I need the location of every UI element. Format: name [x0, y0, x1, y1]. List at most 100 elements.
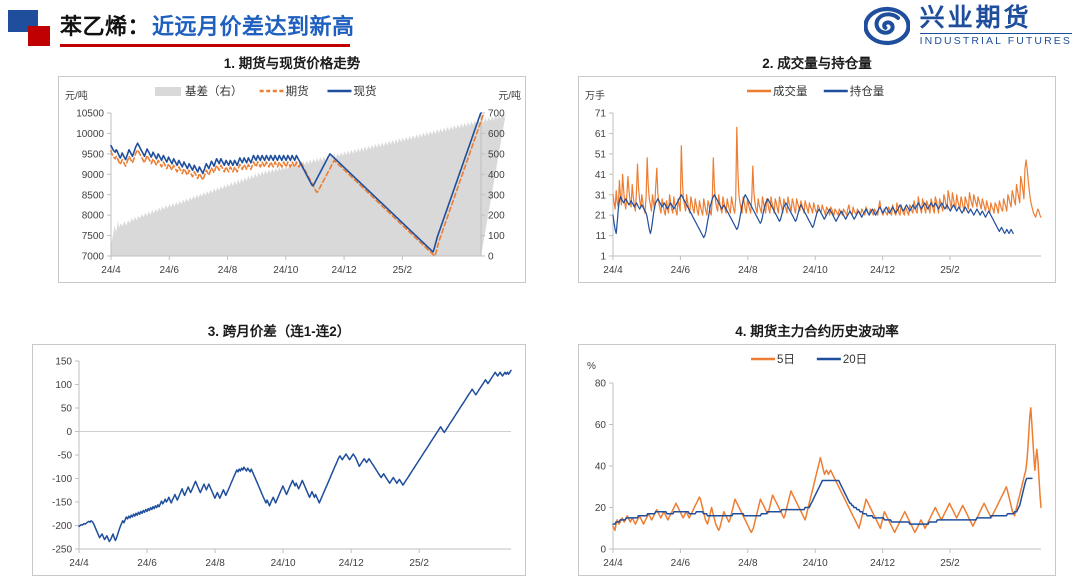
page-title-highlight: 近远月价差达到新高: [152, 14, 355, 39]
svg-text:10500: 10500: [76, 109, 104, 120]
chart-4-plot: 0 20 40 60 80 24/4 24/6 24/8 24/10 24/12 25/2% 5日 20…: [578, 344, 1056, 576]
svg-text:100: 100: [488, 231, 505, 242]
svg-text:600: 600: [488, 129, 505, 140]
svg-text:31: 31: [595, 190, 607, 201]
svg-text:24/8: 24/8: [738, 265, 758, 276]
svg-text:60: 60: [595, 420, 607, 431]
chart-1-title: 1. 期货与现货价格走势: [223, 56, 361, 71]
svg-text:24/4: 24/4: [101, 265, 121, 276]
svg-text:24/8: 24/8: [205, 558, 225, 569]
svg-text:24/10: 24/10: [803, 558, 828, 569]
svg-text:7000: 7000: [82, 252, 105, 263]
svg-text:400: 400: [488, 170, 505, 181]
svg-text:200: 200: [488, 211, 505, 222]
svg-text:-50: -50: [58, 451, 73, 462]
svg-text:25/2: 25/2: [409, 558, 429, 569]
svg-text:51: 51: [595, 149, 607, 160]
svg-text:500: 500: [488, 149, 505, 160]
chart-4-title: 4. 期货主力合约历史波动率: [735, 324, 899, 339]
svg-text:24/8: 24/8: [738, 558, 758, 569]
swirl-logo-icon: [863, 6, 910, 46]
svg-text:150: 150: [55, 357, 72, 368]
svg-text:%: %: [587, 361, 596, 372]
chart-panel-1: 1. 期货与现货价格走势 7000 7500 8000 8500 9000 9500 100…: [58, 52, 526, 283]
svg-text:5日: 5日: [777, 354, 795, 366]
svg-text:24/10: 24/10: [803, 265, 828, 276]
svg-text:700: 700: [488, 109, 505, 120]
svg-text:24/4: 24/4: [69, 558, 89, 569]
chart-panel-4: 4. 期货主力合约历史波动率 0 20 40 60 80 24/4 24/6 24/8 24/1…: [578, 320, 1056, 576]
svg-text:24/12: 24/12: [332, 265, 357, 276]
svg-text:0: 0: [600, 545, 606, 556]
svg-text:-200: -200: [52, 521, 72, 532]
svg-text:300: 300: [488, 190, 505, 201]
svg-text:24/4: 24/4: [603, 265, 623, 276]
svg-text:24/6: 24/6: [671, 265, 691, 276]
svg-text:-250: -250: [52, 545, 72, 556]
svg-text:9500: 9500: [82, 149, 105, 160]
svg-text:8500: 8500: [82, 190, 105, 201]
svg-text:50: 50: [61, 404, 73, 415]
svg-text:10000: 10000: [76, 129, 104, 140]
chart-panel-3: 3. 跨月价差（连1-连2） -250 -200 -150 -100 -50 0 50 100…: [32, 320, 526, 576]
brand-name-cn: 兴业期货: [919, 4, 1032, 33]
svg-text:100: 100: [55, 380, 72, 391]
chart-3-svg: -250 -200 -150 -100 -50 0 50 100 150 24/4 24/6 24/8…: [52, 357, 512, 569]
page-title: 苯乙烯： 近远月价差达到新高: [60, 9, 355, 41]
svg-text:25/2: 25/2: [940, 558, 960, 569]
svg-text:20日: 20日: [843, 354, 867, 366]
svg-text:24/4: 24/4: [603, 558, 623, 569]
brand-block: 兴业期货 INDUSTRIAL FUTURES: [863, 4, 1072, 48]
svg-text:持仓量: 持仓量: [850, 84, 885, 98]
svg-text:24/12: 24/12: [339, 558, 364, 569]
svg-text:11: 11: [596, 231, 607, 242]
svg-text:61: 61: [595, 129, 607, 140]
brand-text: 兴业期货 INDUSTRIAL FUTURES: [919, 4, 1072, 47]
chart-4-svg: 0 20 40 60 80 24/4 24/6 24/8 24/10 24/12 25/2% 5日 20…: [587, 354, 1042, 569]
svg-text:现货: 现货: [353, 84, 376, 98]
svg-text:24/12: 24/12: [870, 558, 895, 569]
red-square: [28, 26, 50, 46]
svg-text:25/2: 25/2: [940, 265, 960, 276]
decorative-squares-logo: [8, 10, 56, 46]
svg-text:24/6: 24/6: [137, 558, 157, 569]
svg-text:0: 0: [66, 427, 72, 438]
svg-text:20: 20: [595, 503, 607, 514]
page-title-main: 苯乙烯：: [60, 14, 151, 39]
brand-name-en: INDUSTRIAL FUTURES: [919, 32, 1072, 47]
svg-text:成交量: 成交量: [773, 84, 808, 98]
svg-text:24/10: 24/10: [273, 265, 298, 276]
svg-text:24/12: 24/12: [870, 265, 895, 276]
svg-text:-100: -100: [52, 474, 72, 485]
svg-text:9000: 9000: [82, 170, 105, 181]
svg-text:期货: 期货: [286, 84, 309, 98]
svg-text:1: 1: [600, 252, 606, 263]
svg-text:80: 80: [595, 379, 607, 390]
svg-text:万手: 万手: [585, 89, 605, 102]
svg-text:41: 41: [595, 170, 607, 181]
chart-3-plot: -250 -200 -150 -100 -50 0 50 100 150 24/4 24/6 24/8…: [32, 344, 526, 576]
chart-2-plot: 1 11 21 31 41 51 61 71 24/4 24/6 24/8 24/10 24/12 25/…: [578, 76, 1056, 283]
svg-text:-150: -150: [52, 498, 72, 509]
svg-text:24/6: 24/6: [160, 265, 180, 276]
svg-text:25/2: 25/2: [393, 265, 413, 276]
svg-text:24/6: 24/6: [671, 558, 691, 569]
chart-1-plot: 7000 7500 8000 8500 9000 9500 10000 10500 0 100 20…: [58, 76, 526, 283]
svg-text:24/8: 24/8: [218, 265, 238, 276]
chart-3-title: 3. 跨月价差（连1-连2）: [207, 324, 351, 339]
svg-text:71: 71: [595, 109, 607, 120]
svg-text:0: 0: [488, 252, 494, 263]
chart-2-title: 2. 成交量与持仓量: [762, 56, 872, 71]
page-header: 苯乙烯： 近远月价差达到新高 兴业期货 INDUSTRIAL FUTURES: [0, 0, 1080, 52]
svg-text:7500: 7500: [82, 231, 105, 242]
svg-text:40: 40: [595, 462, 607, 473]
svg-text:元/吨: 元/吨: [65, 89, 88, 102]
svg-text:元/吨: 元/吨: [498, 89, 521, 102]
svg-text:24/10: 24/10: [271, 558, 296, 569]
svg-text:基差（右）: 基差（右）: [185, 84, 243, 98]
title-underline-rule: [60, 44, 350, 47]
chart-1-svg: 7000 7500 8000 8500 9000 9500 10000 10500 0 100 20…: [65, 84, 521, 276]
svg-text:21: 21: [595, 211, 607, 222]
svg-text:8000: 8000: [82, 211, 105, 222]
